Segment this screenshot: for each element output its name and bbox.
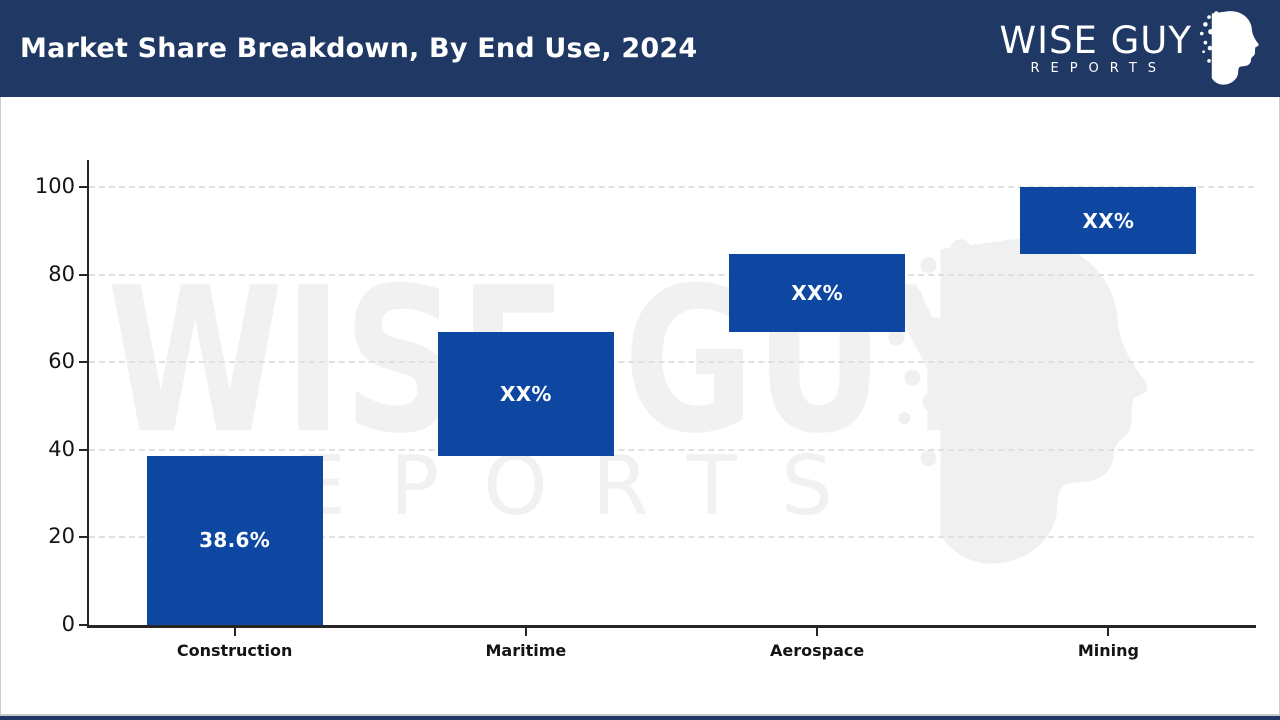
y-tick-mark <box>79 624 89 626</box>
page-title: Market Share Breakdown, By End Use, 2024 <box>20 33 698 64</box>
bar-value-label: XX% <box>499 381 552 406</box>
y-axis-line <box>87 160 89 627</box>
gridline <box>89 186 1254 188</box>
x-tick-mark <box>816 628 819 636</box>
brand-logo: WISE GUY REPORTS <box>1000 8 1266 90</box>
dotted-head-icon <box>1198 8 1262 90</box>
gridline <box>89 448 1254 451</box>
x-tick-mark <box>233 628 236 636</box>
x-tick-label: Aerospace <box>770 641 865 660</box>
y-tick-mark <box>79 536 89 539</box>
bar: 38.6% <box>146 455 323 625</box>
y-tick-mark <box>79 273 89 276</box>
y-tick-label: 0 <box>61 612 75 636</box>
y-tick-mark <box>79 361 89 364</box>
logo-wordmark: WISE GUY <box>999 19 1192 62</box>
y-tick-label: 40 <box>48 436 75 461</box>
bar: XX% <box>729 254 906 332</box>
x-tick-label: Mining <box>1077 641 1139 660</box>
y-tick-mark <box>79 186 89 188</box>
watermark-head-icon <box>879 225 1163 587</box>
bar-value-label: XX% <box>791 280 844 305</box>
y-tick-label: 100 <box>34 174 75 198</box>
y-tick-label: 20 <box>48 524 75 549</box>
header-bar: Market Share Breakdown, By End Use, 2024… <box>0 0 1280 97</box>
bar: XX% <box>437 331 614 456</box>
logo-subtext: REPORTS <box>1030 61 1168 76</box>
x-tick-label: Maritime <box>485 641 567 660</box>
y-tick-label: 80 <box>48 261 75 286</box>
x-axis-line <box>87 625 1256 628</box>
bar-value-label: XX% <box>1082 208 1135 233</box>
x-tick-mark <box>1107 628 1110 636</box>
y-tick-mark <box>79 448 89 451</box>
bar: XX% <box>1020 187 1197 254</box>
gridline <box>89 536 1254 539</box>
footer-bar <box>0 716 1280 720</box>
gridline <box>89 273 1254 276</box>
gridline <box>89 361 1254 364</box>
y-tick-label: 60 <box>48 349 75 374</box>
bar-value-label: 38.6% <box>199 528 271 553</box>
x-tick-label: Construction <box>176 641 293 660</box>
chart-area: WISE GUY REPORTS 0 20 40 60 80 100 38.6% Constr… <box>0 97 1280 716</box>
x-tick-mark <box>524 628 527 636</box>
